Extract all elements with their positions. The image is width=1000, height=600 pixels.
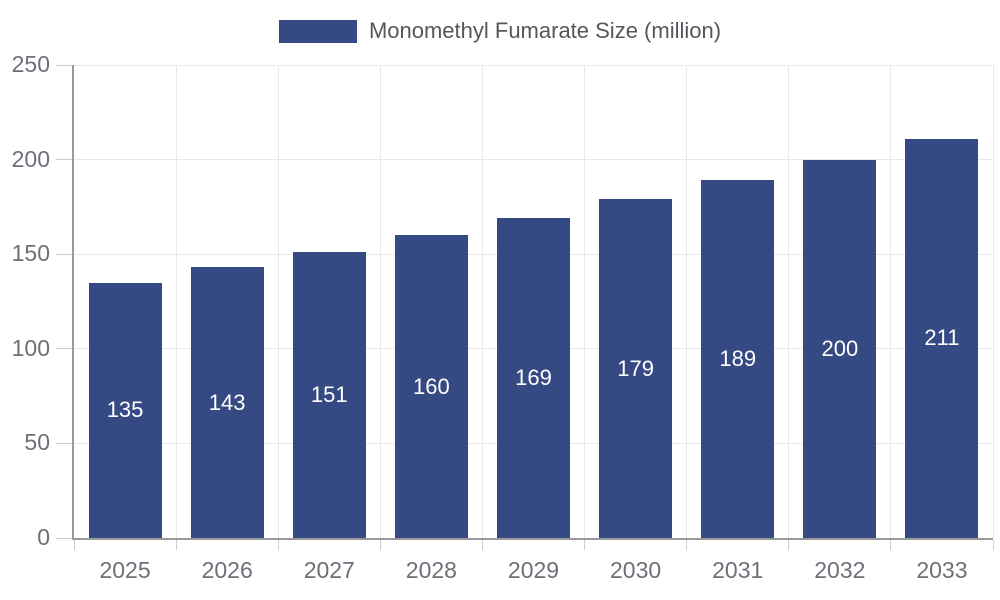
x-tick [890,540,892,550]
gridline-vertical [277,65,279,538]
gridline-vertical [686,65,688,538]
y-tick [56,64,74,66]
bar-value-label: 200 [821,335,859,361]
x-tick [379,540,381,550]
y-tick [56,253,74,255]
bar-2029[interactable]: 169 [497,218,570,538]
y-tick [56,537,74,539]
x-tick [788,540,790,550]
gridline-vertical [788,65,790,538]
x-axis-label: 2029 [507,557,560,583]
bar-value-label: 169 [515,365,552,391]
x-tick [481,540,483,550]
x-axis-label: 2026 [201,557,253,583]
y-tick [56,348,74,350]
x-tick [73,540,75,550]
gridline-vertical [890,65,892,538]
y-axis-label: 100 [11,334,50,361]
x-axis-label: 2033 [916,557,968,583]
legend-swatch [278,19,357,43]
x-axis-label: 2030 [610,557,662,583]
bar-value-label: 211 [924,325,960,351]
legend-item[interactable]: Monomethyl Fumarate Size (million) [0,18,1000,44]
y-axis-label: 250 [11,51,50,77]
x-tick [992,540,994,550]
y-tick [56,159,74,161]
x-axis-label: 2027 [303,557,355,583]
x-axis-label: 2032 [814,557,866,583]
y-tick [56,442,74,444]
bar-value-label: 189 [719,346,757,372]
bar-value-label: 160 [413,373,450,399]
gridline-vertical [584,65,586,538]
bar-2030[interactable]: 179 [599,199,673,538]
bar-2025[interactable]: 135 [88,282,162,538]
y-axis-label: 0 [37,524,50,550]
gridline-vertical [379,65,381,538]
x-axis-label: 2025 [99,557,151,583]
x-tick [584,540,586,550]
bar-2026[interactable]: 143 [190,267,264,538]
x-axis-label: 2028 [405,557,457,583]
bar-2027[interactable]: 151 [292,252,366,538]
gridline-horizontal [74,64,993,66]
bar-value-label: 143 [208,389,246,415]
bar-2033[interactable]: 211 [905,138,979,538]
y-axis-label: 200 [11,145,50,172]
x-tick [686,540,688,550]
y-axis-line [72,65,74,540]
bar-2032[interactable]: 200 [803,159,877,538]
gridline-horizontal [74,159,993,161]
gridline-vertical [175,65,177,538]
bar-value-label: 179 [617,355,654,381]
bar-value-label: 151 [310,382,348,408]
legend-label: Monomethyl Fumarate Size (million) [368,18,722,43]
x-tick [175,540,177,550]
x-axis-line [72,538,993,540]
bar-2028[interactable]: 160 [394,235,468,538]
gridline-vertical [481,65,483,538]
y-axis-label: 50 [24,429,50,456]
x-tick [277,540,279,550]
x-axis-label: 2031 [712,557,764,583]
y-axis-label: 150 [11,240,50,267]
gridline-vertical [992,65,994,538]
bar-value-label: 135 [106,397,144,423]
bar-2031[interactable]: 189 [701,180,775,538]
